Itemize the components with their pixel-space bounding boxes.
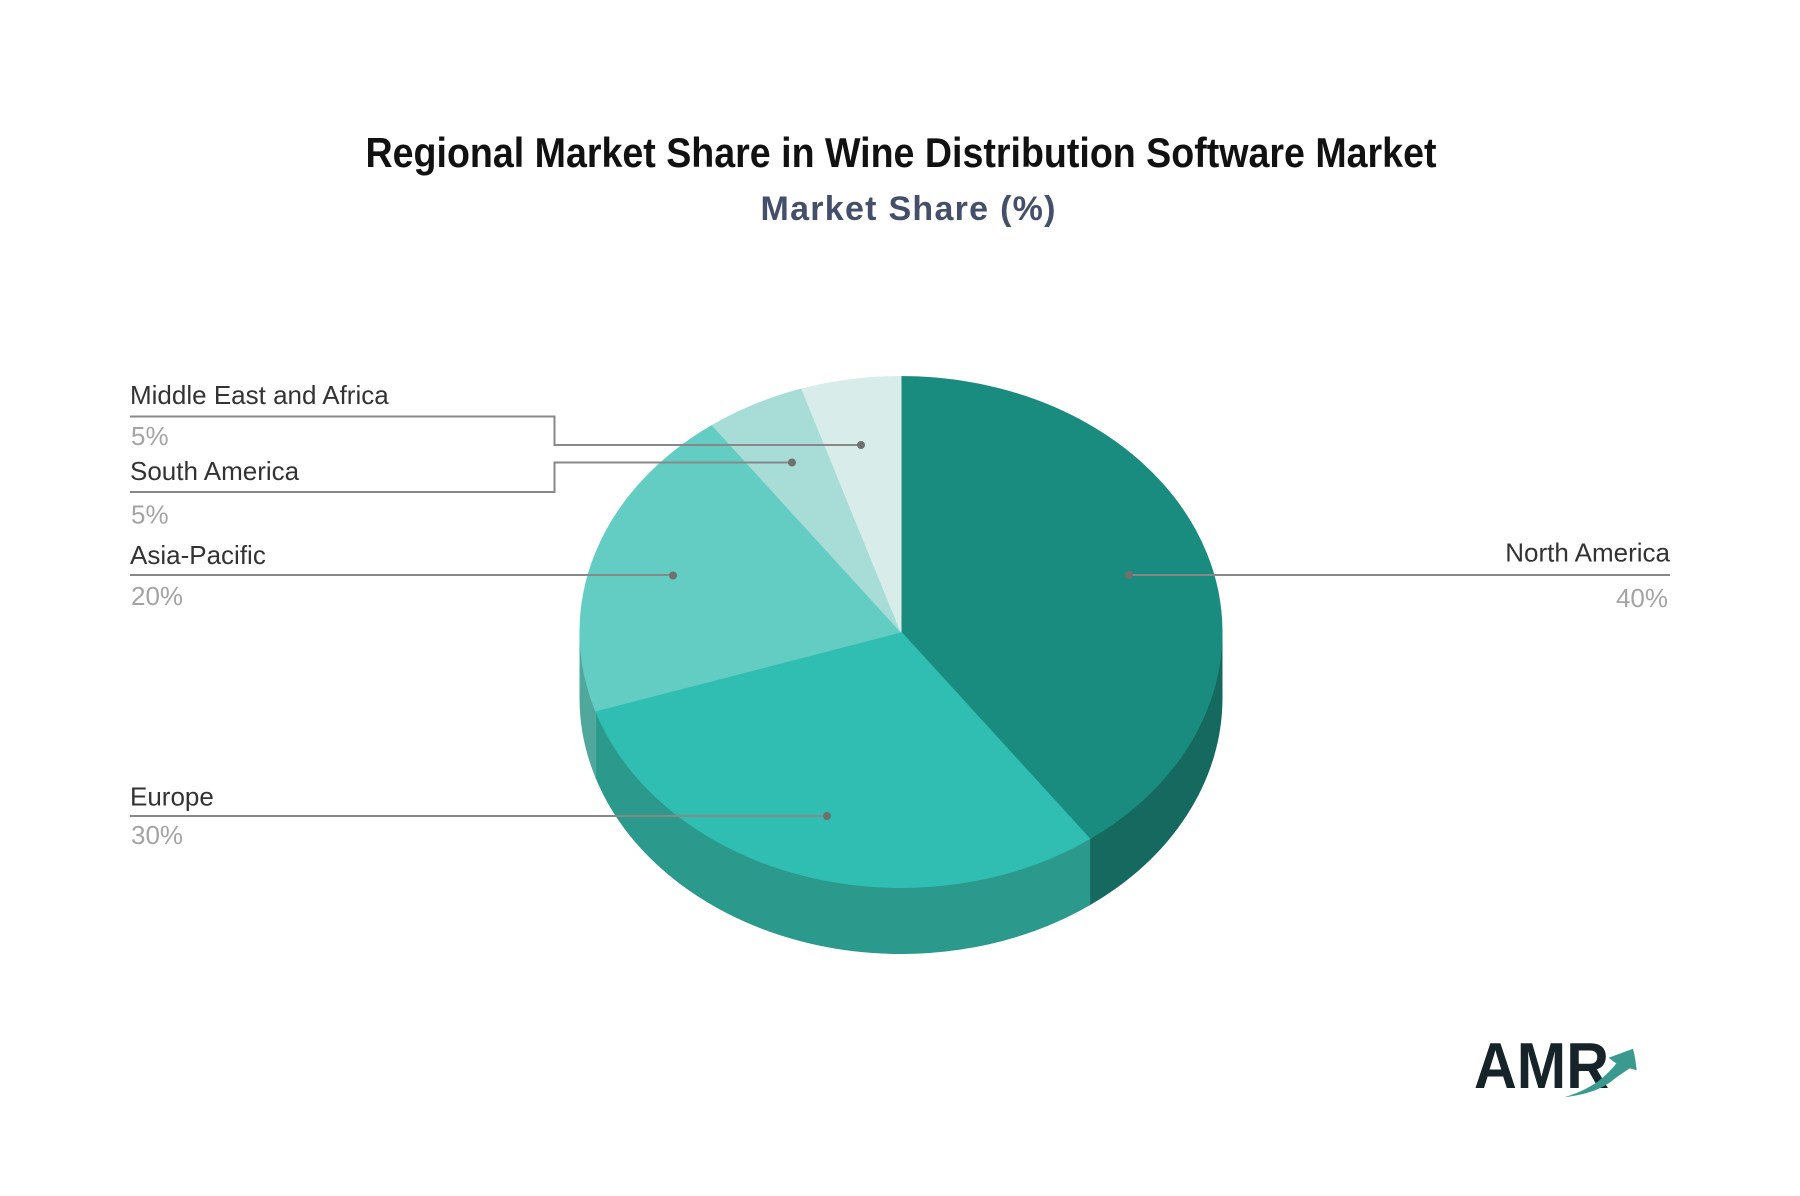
svg-text:5%: 5%	[131, 421, 169, 451]
svg-text:North America: North America	[1505, 538, 1670, 568]
svg-text:South America: South America	[130, 456, 300, 486]
svg-text:30%: 30%	[131, 820, 183, 850]
svg-text:20%: 20%	[131, 581, 183, 611]
svg-text:Asia-Pacific: Asia-Pacific	[130, 540, 266, 570]
svg-text:Europe: Europe	[130, 782, 214, 812]
svg-text:40%: 40%	[1616, 583, 1668, 613]
svg-text:Middle East and Africa: Middle East and Africa	[130, 380, 389, 410]
svg-text:5%: 5%	[131, 500, 169, 530]
svg-text:Regional Market Share in Wine: Regional Market Share in Wine Distributi…	[366, 129, 1437, 176]
svg-text:Market Share (%): Market Share (%)	[761, 190, 1056, 228]
